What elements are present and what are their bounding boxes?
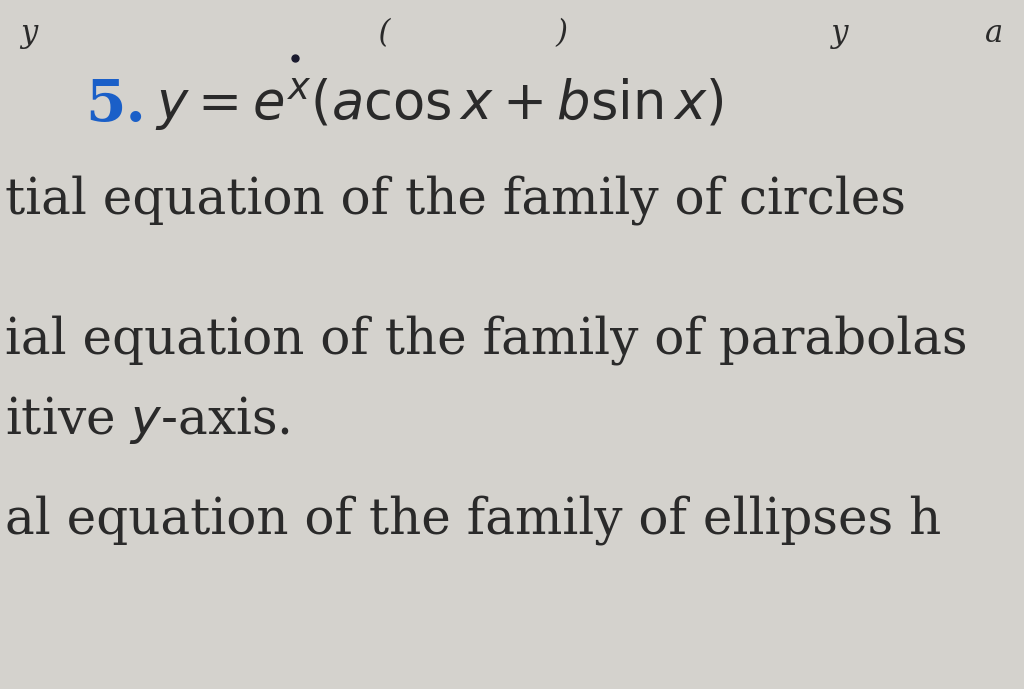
Text: itive $y$-axis.: itive $y$-axis.: [5, 394, 290, 446]
Text: al equation of the family of ellipses h: al equation of the family of ellipses h: [5, 495, 941, 545]
Text: $y = e^x(a\cos x + b\sin x)$: $y = e^x(a\cos x + b\sin x)$: [155, 76, 724, 133]
Text: ial equation of the family of parabolas: ial equation of the family of parabolas: [5, 315, 968, 365]
Text: y                                   (                 )                         : y ( ): [20, 18, 1004, 49]
Text: 5.: 5.: [85, 77, 145, 133]
Text: tial equation of the family of circles: tial equation of the family of circles: [5, 175, 906, 225]
